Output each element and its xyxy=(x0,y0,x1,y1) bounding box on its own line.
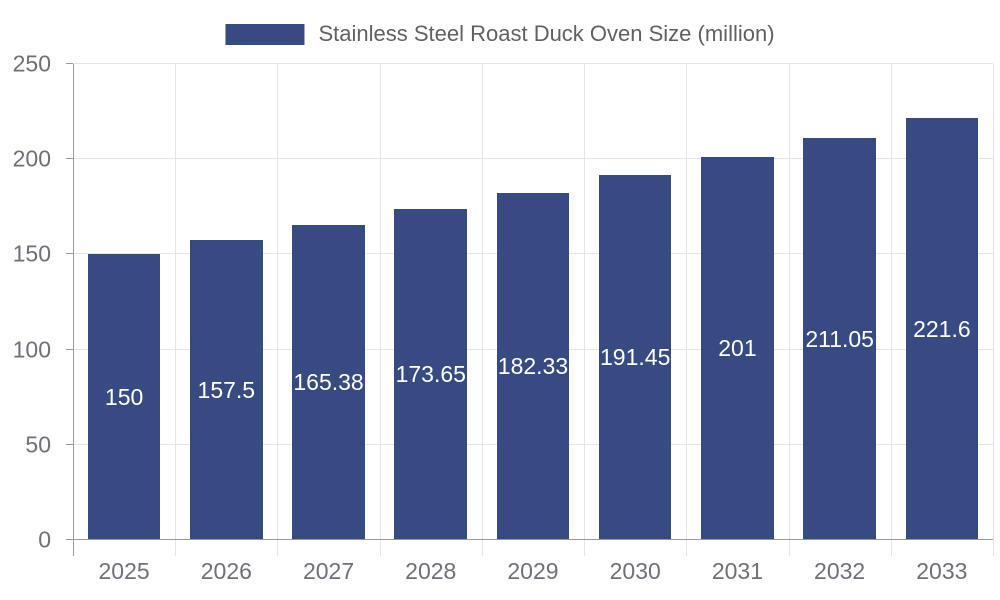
bar-cell: 173.65 xyxy=(380,64,482,540)
x-gridline xyxy=(686,64,688,556)
bar-value-label: 173.65 xyxy=(395,361,466,388)
legend-label: Stainless Steel Roast Duck Oven Size (mi… xyxy=(318,21,775,46)
bar: 191.45 xyxy=(598,175,672,540)
y-tick-mark xyxy=(66,63,73,64)
y-tick-mark xyxy=(66,253,73,255)
x-gridline xyxy=(277,64,279,556)
bar: 165.38 xyxy=(292,225,365,540)
y-axis-label: 50 xyxy=(25,431,51,458)
y-axis-label: 150 xyxy=(12,240,51,267)
bar: 173.65 xyxy=(394,209,468,540)
x-axis-line xyxy=(73,539,993,540)
x-axis-label: 2033 xyxy=(916,558,968,584)
bar-value-label: 157.5 xyxy=(197,376,256,403)
y-axis-line xyxy=(73,64,74,556)
bar: 201 xyxy=(701,157,774,540)
bar-cell: 157.5 xyxy=(175,64,277,540)
bar-cell: 165.38 xyxy=(277,64,379,540)
bar: 221.6 xyxy=(905,118,979,540)
y-tick-mark xyxy=(66,443,73,445)
x-gridline xyxy=(993,64,994,556)
bar-cell: 182.33 xyxy=(482,64,584,540)
y-tick-mark xyxy=(66,158,73,160)
x-gridline xyxy=(481,64,483,556)
y-axis-labels: 0 50 100 150 200 250 xyxy=(0,51,51,553)
bar: 211.05 xyxy=(803,138,876,540)
y-gridline xyxy=(73,158,993,160)
x-axis-label: 2030 xyxy=(609,558,661,584)
x-gridline xyxy=(890,64,892,556)
y-tick-mark xyxy=(66,539,73,540)
bar-cell: 221.6 xyxy=(891,64,993,540)
y-axis-label: 200 xyxy=(12,145,51,172)
bar-value-label: 201 xyxy=(718,335,757,362)
x-axis-label: 2028 xyxy=(405,558,457,584)
bar-cell: 191.45 xyxy=(584,64,686,540)
bar-cell: 211.05 xyxy=(789,64,891,540)
bar-cell: 201 xyxy=(686,64,788,540)
legend-item[interactable]: Stainless Steel Roast Duck Oven Size (mi… xyxy=(225,21,775,47)
bar-value-label: 221.6 xyxy=(913,315,971,342)
legend-swatch xyxy=(225,23,305,45)
y-tick-mark xyxy=(66,348,73,350)
bar-value-label: 182.33 xyxy=(497,352,569,379)
bar-value-label: 150 xyxy=(104,383,144,410)
x-axis-labels: 2025 2026 2027 2028 2029 2030 2031 2032 2033 xyxy=(73,558,993,585)
bar: 150 xyxy=(87,254,161,540)
bars-container: 150 157.5 165.38 173.65 182.33 191.45 201 211.0… xyxy=(73,64,993,540)
x-gridline xyxy=(584,64,586,556)
x-axis-label: 2027 xyxy=(302,558,355,584)
y-gridline xyxy=(73,63,993,64)
bar-cell: 150 xyxy=(73,64,175,540)
x-axis-label: 2031 xyxy=(711,558,763,584)
bar-value-label: 165.38 xyxy=(293,369,364,396)
x-gridline xyxy=(379,64,381,556)
y-axis-label: 250 xyxy=(12,50,51,77)
bar-value-label: 211.05 xyxy=(805,325,874,352)
y-axis-label: 100 xyxy=(12,336,51,363)
bar: 157.5 xyxy=(190,240,263,540)
y-axis-label: 0 xyxy=(38,526,51,553)
x-axis-label: 2029 xyxy=(507,558,559,584)
bar: 182.33 xyxy=(496,192,570,540)
x-axis-label: 2025 xyxy=(98,558,150,584)
x-gridline xyxy=(175,64,177,556)
x-axis-label: 2026 xyxy=(200,558,252,584)
x-axis-label: 2032 xyxy=(814,558,866,584)
x-gridline xyxy=(788,64,790,556)
bar-value-label: 191.45 xyxy=(600,344,671,371)
plot-area: 150 157.5 165.38 173.65 182.33 191.45 201 211.0… xyxy=(66,63,994,556)
